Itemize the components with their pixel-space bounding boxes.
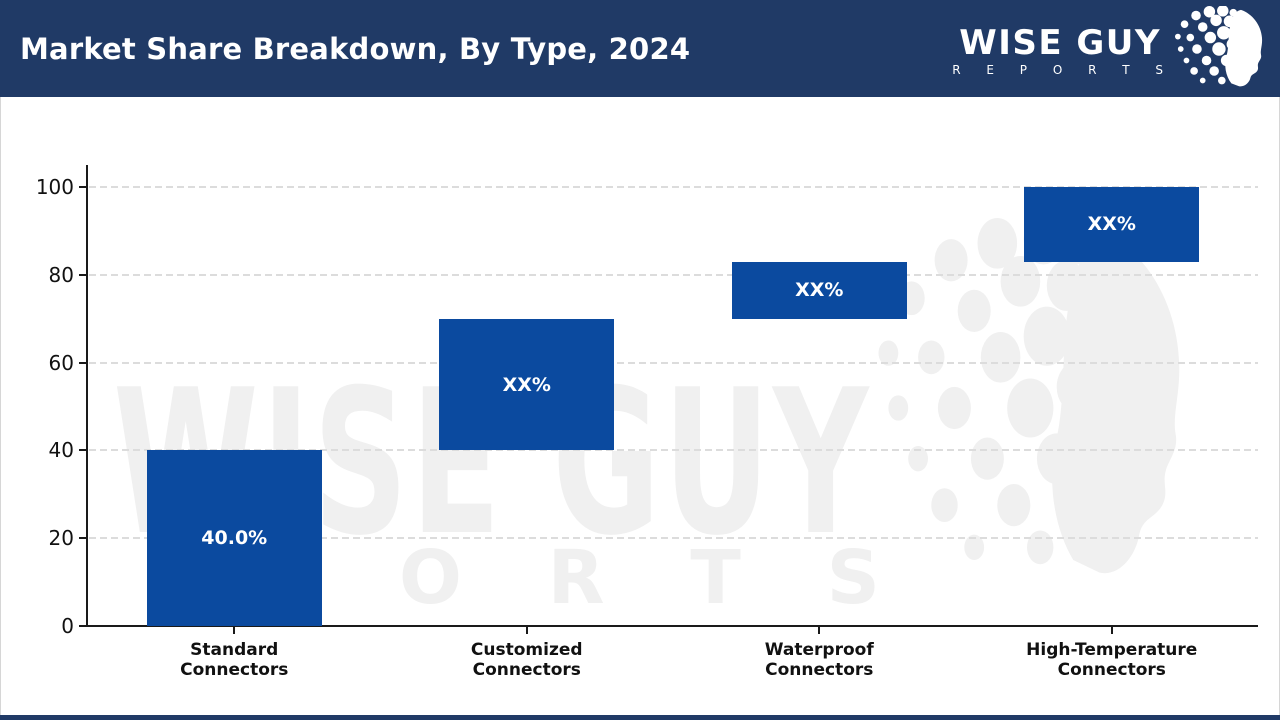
x-tick-mark [525, 627, 528, 634]
y-tick-mark [79, 537, 88, 540]
x-tick-label-customized-connectors: Customized Connectors [397, 640, 657, 680]
x-tick-label-line: Waterproof [764, 640, 874, 660]
watermark-text-line2: P O R T S [259, 535, 910, 621]
bar-value-label: 40.0% [201, 527, 268, 550]
x-tick-label-line: Connectors [1057, 660, 1166, 680]
logo-face-icon [1175, 5, 1263, 86]
y-tick-label: 60 [48, 350, 74, 375]
gridline-100 [89, 186, 1258, 188]
bar-customized-connectors: XX% [439, 318, 615, 451]
y-tick-mark [79, 449, 88, 452]
bottom-accent-bar [0, 715, 1280, 720]
x-axis-line [86, 625, 1258, 627]
x-tick-label-line: Customized [470, 640, 583, 660]
y-tick-mark [79, 625, 88, 627]
y-tick-label: 40 [48, 438, 74, 463]
wiseguy-logo: WISE GUY R E P O R T S [946, 5, 1266, 92]
logo-subtitle: R E P O R T S [952, 62, 1174, 77]
y-tick-label: 20 [48, 526, 74, 551]
y-tick-label: 100 [35, 175, 74, 199]
y-tick-mark [79, 273, 88, 276]
bar-waterproof-connectors: XX% [731, 261, 907, 319]
x-tick-label-line: Connectors [765, 660, 874, 680]
header-bar: Market Share Breakdown, By Type, 2024 WI… [0, 0, 1280, 97]
x-tick-label-line: Standard [190, 640, 279, 660]
y-tick-label: 0 [61, 614, 74, 638]
bar-high-temperature-connectors: XX% [1024, 187, 1200, 262]
y-tick-mark [79, 361, 88, 364]
x-tick-mark [1110, 627, 1113, 634]
x-tick-mark [818, 627, 821, 634]
x-tick-label-high-temperature-connectors: High-Temperature Connectors [982, 640, 1242, 680]
bar-value-label: XX% [1087, 213, 1136, 236]
logo-wordmark: WISE GUY [959, 22, 1162, 63]
x-tick-label-standard-connectors: Standard Connectors [104, 640, 364, 680]
gridline-80 [89, 273, 1258, 276]
x-tick-label-line: Connectors [180, 660, 289, 680]
gridline-20 [89, 537, 1258, 540]
y-axis-line [86, 165, 88, 627]
bar-value-label: XX% [795, 279, 844, 302]
x-tick-mark [233, 627, 236, 634]
gridline-60 [89, 361, 1258, 364]
gridline-40 [89, 449, 1258, 452]
bar-value-label: XX% [502, 373, 551, 396]
bar-standard-connectors: 40.0% [146, 450, 322, 626]
x-tick-label-line: Connectors [472, 660, 581, 680]
x-tick-label-waterproof-connectors: Waterproof Connectors [689, 640, 949, 680]
chart-title: Market Share Breakdown, By Type, 2024 [20, 31, 691, 66]
y-tick-mark [79, 186, 88, 188]
x-tick-label-line: High-Temperature [1026, 640, 1198, 660]
logo-text: WISE GUY R E P O R T S [946, 25, 1174, 77]
y-tick-label: 80 [48, 262, 74, 287]
